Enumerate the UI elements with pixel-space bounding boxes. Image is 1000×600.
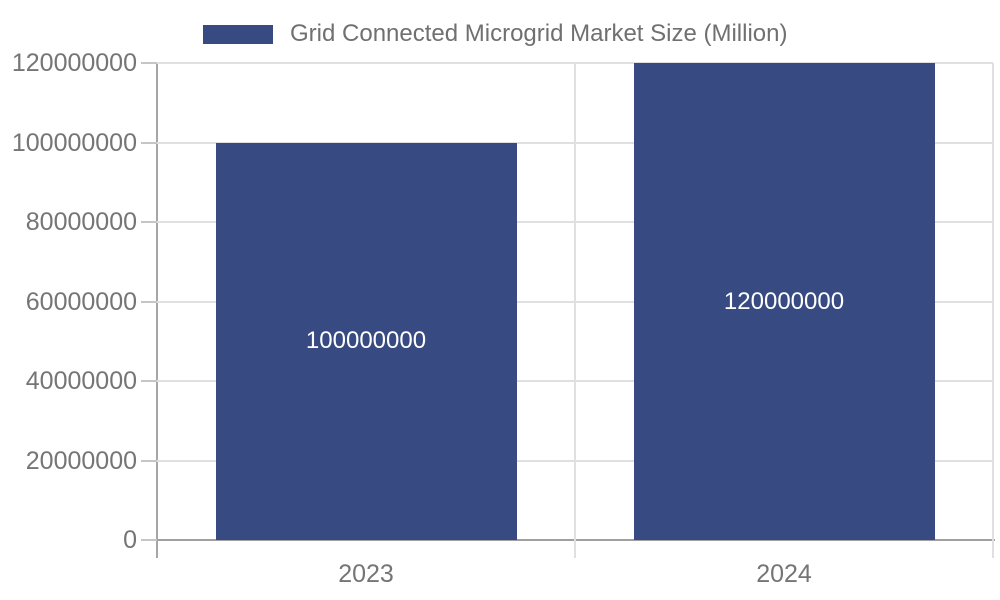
legend-swatch bbox=[203, 24, 273, 44]
y-tick-label: 40000000 bbox=[25, 367, 137, 395]
bar-2024 bbox=[633, 63, 935, 540]
y-tick-label: 120000000 bbox=[11, 49, 137, 77]
x-tick-label-2024: 2024 bbox=[756, 560, 812, 588]
y-tick-label: 80000000 bbox=[25, 208, 137, 236]
y-tick-mark bbox=[141, 539, 157, 541]
category-separator-line bbox=[574, 63, 576, 558]
y-tick-mark bbox=[141, 221, 157, 223]
bar-value-label-2023: 100000000 bbox=[305, 327, 427, 355]
y-tick-mark bbox=[141, 300, 157, 303]
x-tick-label-2023: 2023 bbox=[338, 560, 394, 588]
y-tick-label: 20000000 bbox=[25, 446, 137, 475]
y-tick-label: 0 bbox=[123, 526, 137, 554]
legend-label: Grid Connected Microgrid Market Size (Mi… bbox=[290, 20, 788, 47]
y-tick-mark bbox=[141, 141, 157, 144]
bar-value-label-2024: 120000000 bbox=[723, 287, 845, 315]
y-tick-mark bbox=[141, 459, 157, 462]
y-tick-label: 100000000 bbox=[11, 128, 137, 157]
legend-item[interactable]: Grid Connected Microgrid Market Size (Mi… bbox=[203, 20, 787, 48]
bar-2023 bbox=[215, 142, 517, 540]
y-tick-mark bbox=[141, 380, 157, 382]
y-tick-label: 60000000 bbox=[25, 287, 137, 316]
y-tick-mark bbox=[141, 62, 157, 64]
y-axis-line bbox=[156, 63, 158, 558]
plot-right-border bbox=[992, 63, 994, 558]
